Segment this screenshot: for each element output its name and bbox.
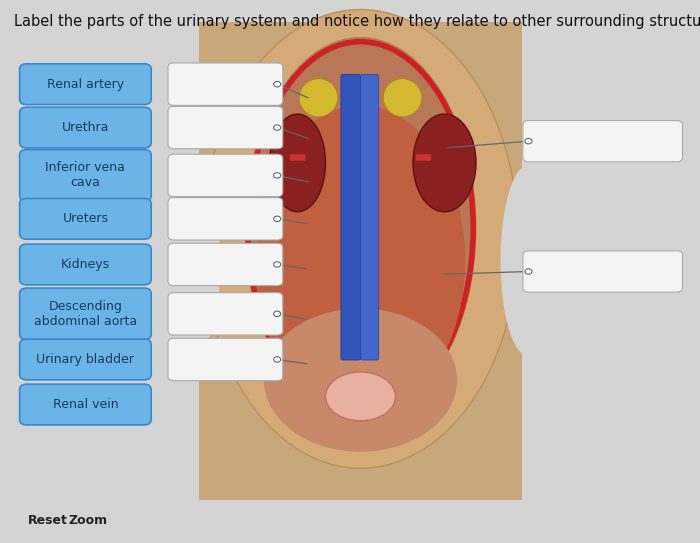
Text: Renal vein: Renal vein (52, 398, 118, 411)
Circle shape (274, 357, 281, 362)
FancyBboxPatch shape (168, 243, 283, 286)
FancyBboxPatch shape (341, 74, 360, 360)
Ellipse shape (300, 79, 337, 117)
FancyBboxPatch shape (168, 198, 283, 240)
FancyBboxPatch shape (20, 149, 151, 201)
Circle shape (274, 173, 281, 178)
FancyBboxPatch shape (290, 154, 305, 161)
FancyBboxPatch shape (416, 154, 431, 161)
FancyBboxPatch shape (20, 64, 151, 104)
Text: Renal artery: Renal artery (47, 78, 124, 91)
Ellipse shape (164, 165, 220, 356)
Ellipse shape (500, 165, 556, 356)
Ellipse shape (203, 10, 518, 468)
Ellipse shape (413, 114, 476, 212)
FancyBboxPatch shape (523, 251, 682, 292)
FancyBboxPatch shape (523, 121, 682, 162)
FancyBboxPatch shape (168, 338, 283, 381)
FancyBboxPatch shape (20, 339, 151, 380)
Circle shape (525, 138, 532, 144)
Ellipse shape (383, 79, 421, 117)
Ellipse shape (270, 114, 326, 212)
FancyBboxPatch shape (168, 293, 283, 335)
FancyBboxPatch shape (199, 22, 522, 500)
Circle shape (274, 262, 281, 267)
Circle shape (525, 269, 532, 274)
Text: Ureters: Ureters (62, 212, 108, 225)
Ellipse shape (264, 308, 457, 452)
FancyBboxPatch shape (360, 74, 379, 360)
FancyBboxPatch shape (20, 244, 151, 285)
Ellipse shape (326, 372, 395, 421)
FancyBboxPatch shape (20, 288, 151, 340)
Circle shape (274, 125, 281, 130)
Text: Inferior vena
cava: Inferior vena cava (46, 161, 125, 190)
Text: Kidneys: Kidneys (61, 258, 110, 271)
Circle shape (274, 81, 281, 87)
FancyBboxPatch shape (168, 106, 283, 149)
FancyBboxPatch shape (168, 154, 283, 197)
Ellipse shape (244, 37, 477, 419)
FancyBboxPatch shape (20, 199, 151, 239)
Text: Urinary bladder: Urinary bladder (36, 353, 134, 366)
Text: Urethra: Urethra (62, 121, 109, 134)
Text: Reset: Reset (28, 514, 68, 527)
FancyBboxPatch shape (20, 108, 151, 148)
Ellipse shape (256, 105, 466, 416)
FancyBboxPatch shape (168, 63, 283, 105)
Text: Zoom: Zoom (69, 514, 108, 527)
Text: Descending
abdominal aorta: Descending abdominal aorta (34, 300, 137, 328)
Text: Label the parts of the urinary system and notice how they relate to other surrou: Label the parts of the urinary system an… (14, 14, 700, 29)
Circle shape (274, 216, 281, 222)
Circle shape (274, 311, 281, 317)
FancyBboxPatch shape (20, 384, 151, 425)
